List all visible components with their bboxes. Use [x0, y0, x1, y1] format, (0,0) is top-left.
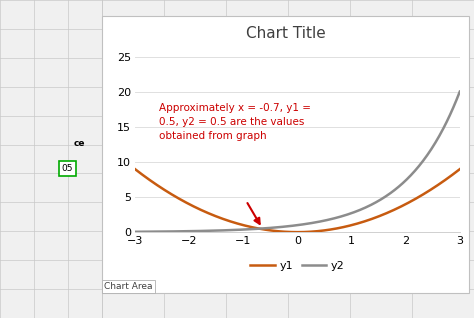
Text: Chart Area: Chart Area	[104, 282, 153, 291]
y1	[337, 226, 343, 230]
Legend: y1, y2: y1, y2	[246, 257, 349, 276]
y1	[261, 227, 266, 231]
y1	[132, 167, 138, 171]
y1	[457, 167, 463, 171]
Line: y1: y1	[135, 169, 460, 232]
y1	[171, 194, 177, 198]
y2	[337, 215, 342, 219]
y2	[261, 226, 266, 230]
y2	[368, 203, 374, 207]
Text: Chart Title: Chart Title	[246, 26, 326, 41]
y2	[171, 230, 177, 233]
y2	[366, 204, 372, 208]
y1	[367, 218, 373, 221]
y1	[295, 230, 301, 234]
Text: Approximately x = -0.7, y1 =
0.5, y2 = 0.5 are the values
obtained from graph: Approximately x = -0.7, y1 = 0.5, y2 = 0…	[159, 103, 311, 141]
y2	[132, 230, 138, 234]
y1	[238, 223, 244, 226]
Text: ce: ce	[73, 139, 85, 148]
Line: y2: y2	[135, 92, 460, 232]
Text: 05: 05	[62, 164, 73, 173]
y2	[238, 228, 244, 232]
y2	[457, 90, 463, 93]
y1	[369, 217, 375, 221]
